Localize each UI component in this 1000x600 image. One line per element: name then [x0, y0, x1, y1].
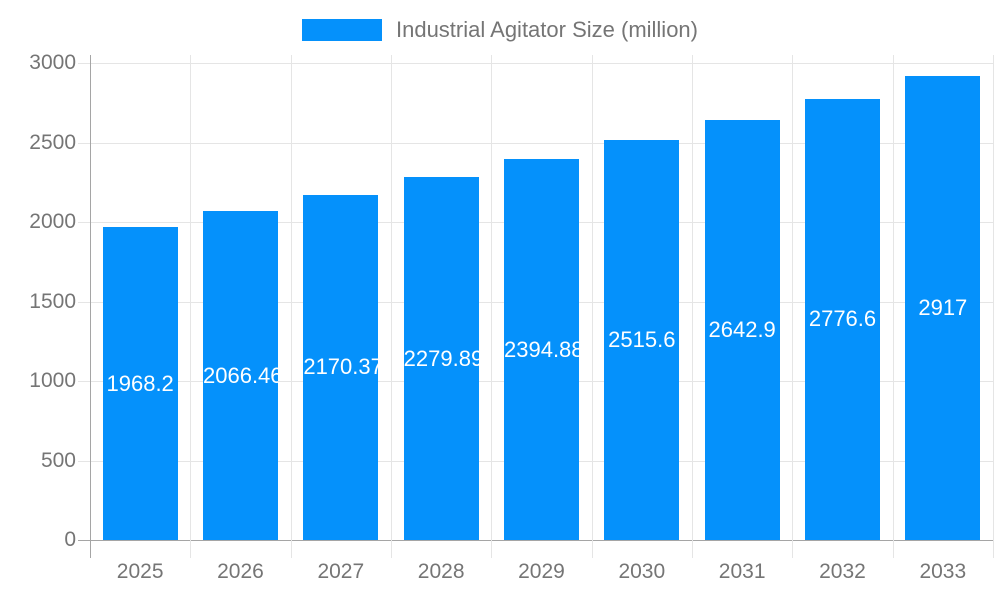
x-gridline [491, 55, 493, 558]
x-tick-label: 2033 [919, 560, 967, 583]
x-gridline [792, 55, 794, 558]
bar-value-label: 2917 [918, 295, 968, 321]
bar-value-label: 2279.89 [403, 345, 479, 371]
y-tick-label: 2000 [29, 210, 76, 233]
y-tick-label: 1000 [29, 369, 76, 392]
bar-value-label: 2066.46 [203, 362, 278, 388]
y-tick-label: 3000 [29, 51, 76, 74]
y-tick-label: 2500 [29, 130, 76, 154]
x-gridline [290, 55, 292, 558]
x-gridline [190, 55, 192, 558]
x-tick-label: 2030 [618, 560, 666, 583]
bar-value-label: 1968.2 [106, 370, 174, 396]
x-tick-label: 2031 [718, 560, 766, 583]
y-gridline [78, 63, 993, 64]
bar-value-label: 2642.9 [708, 316, 776, 342]
chart-legend-item[interactable]: Industrial Agitator Size (million) [0, 16, 1000, 44]
x-tick-label: 2029 [518, 560, 565, 583]
x-tick-label: 2032 [819, 560, 866, 583]
legend-color-swatch [301, 19, 382, 41]
bar[interactable] [102, 227, 178, 540]
x-tick-label: 2026 [217, 560, 264, 583]
x-tick-label: 2025 [116, 560, 164, 583]
bar[interactable] [504, 159, 579, 540]
y-gridline [78, 142, 993, 144]
bar-value-label: 2170.37 [303, 354, 379, 380]
bar[interactable] [905, 76, 981, 540]
y-tick-label: 500 [40, 448, 76, 472]
bar[interactable] [805, 98, 880, 540]
bar[interactable] [303, 194, 379, 540]
x-tick-label: 2027 [317, 560, 365, 583]
legend-series-label: Industrial Agitator Size (million) [395, 17, 698, 42]
x-gridline [591, 55, 593, 558]
y-tick-label: 1500 [29, 289, 76, 313]
x-gridline [391, 55, 392, 558]
bar[interactable] [704, 119, 780, 540]
bar[interactable] [203, 211, 278, 540]
x-axis-line [78, 540, 993, 541]
x-gridline [892, 55, 894, 558]
x-gridline [993, 55, 994, 558]
bar-value-label: 2394.88 [504, 336, 579, 362]
y-axis-line [90, 55, 91, 558]
bar[interactable] [403, 177, 479, 540]
bar-value-label: 2515.6 [608, 327, 676, 352]
bar-value-label: 2776.6 [808, 306, 877, 332]
x-gridline [692, 55, 693, 558]
bar[interactable] [604, 140, 680, 540]
y-tick-label: 0 [64, 528, 76, 551]
x-tick-label: 2028 [417, 560, 465, 583]
